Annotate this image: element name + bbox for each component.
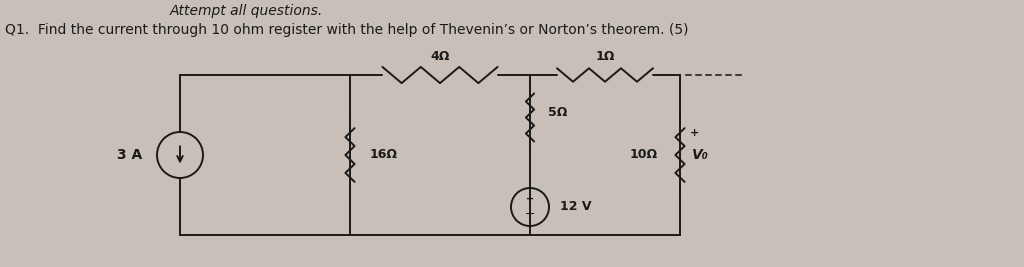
Text: 4Ω: 4Ω xyxy=(430,50,450,63)
Text: 1Ω: 1Ω xyxy=(595,50,614,63)
Text: 5Ω: 5Ω xyxy=(548,106,567,119)
Text: +: + xyxy=(690,128,699,138)
Text: V₀: V₀ xyxy=(692,148,709,162)
Text: +: + xyxy=(526,194,535,204)
Text: Attempt all questions.: Attempt all questions. xyxy=(170,4,324,18)
Text: −: − xyxy=(524,207,536,221)
Text: 12 V: 12 V xyxy=(560,201,592,214)
Text: 16Ω: 16Ω xyxy=(370,148,398,162)
Text: 3 A: 3 A xyxy=(118,148,142,162)
Text: 10Ω: 10Ω xyxy=(630,148,658,162)
Text: Q1.  Find the current through 10 ohm register with the help of Thevenin’s or Nor: Q1. Find the current through 10 ohm regi… xyxy=(5,23,688,37)
